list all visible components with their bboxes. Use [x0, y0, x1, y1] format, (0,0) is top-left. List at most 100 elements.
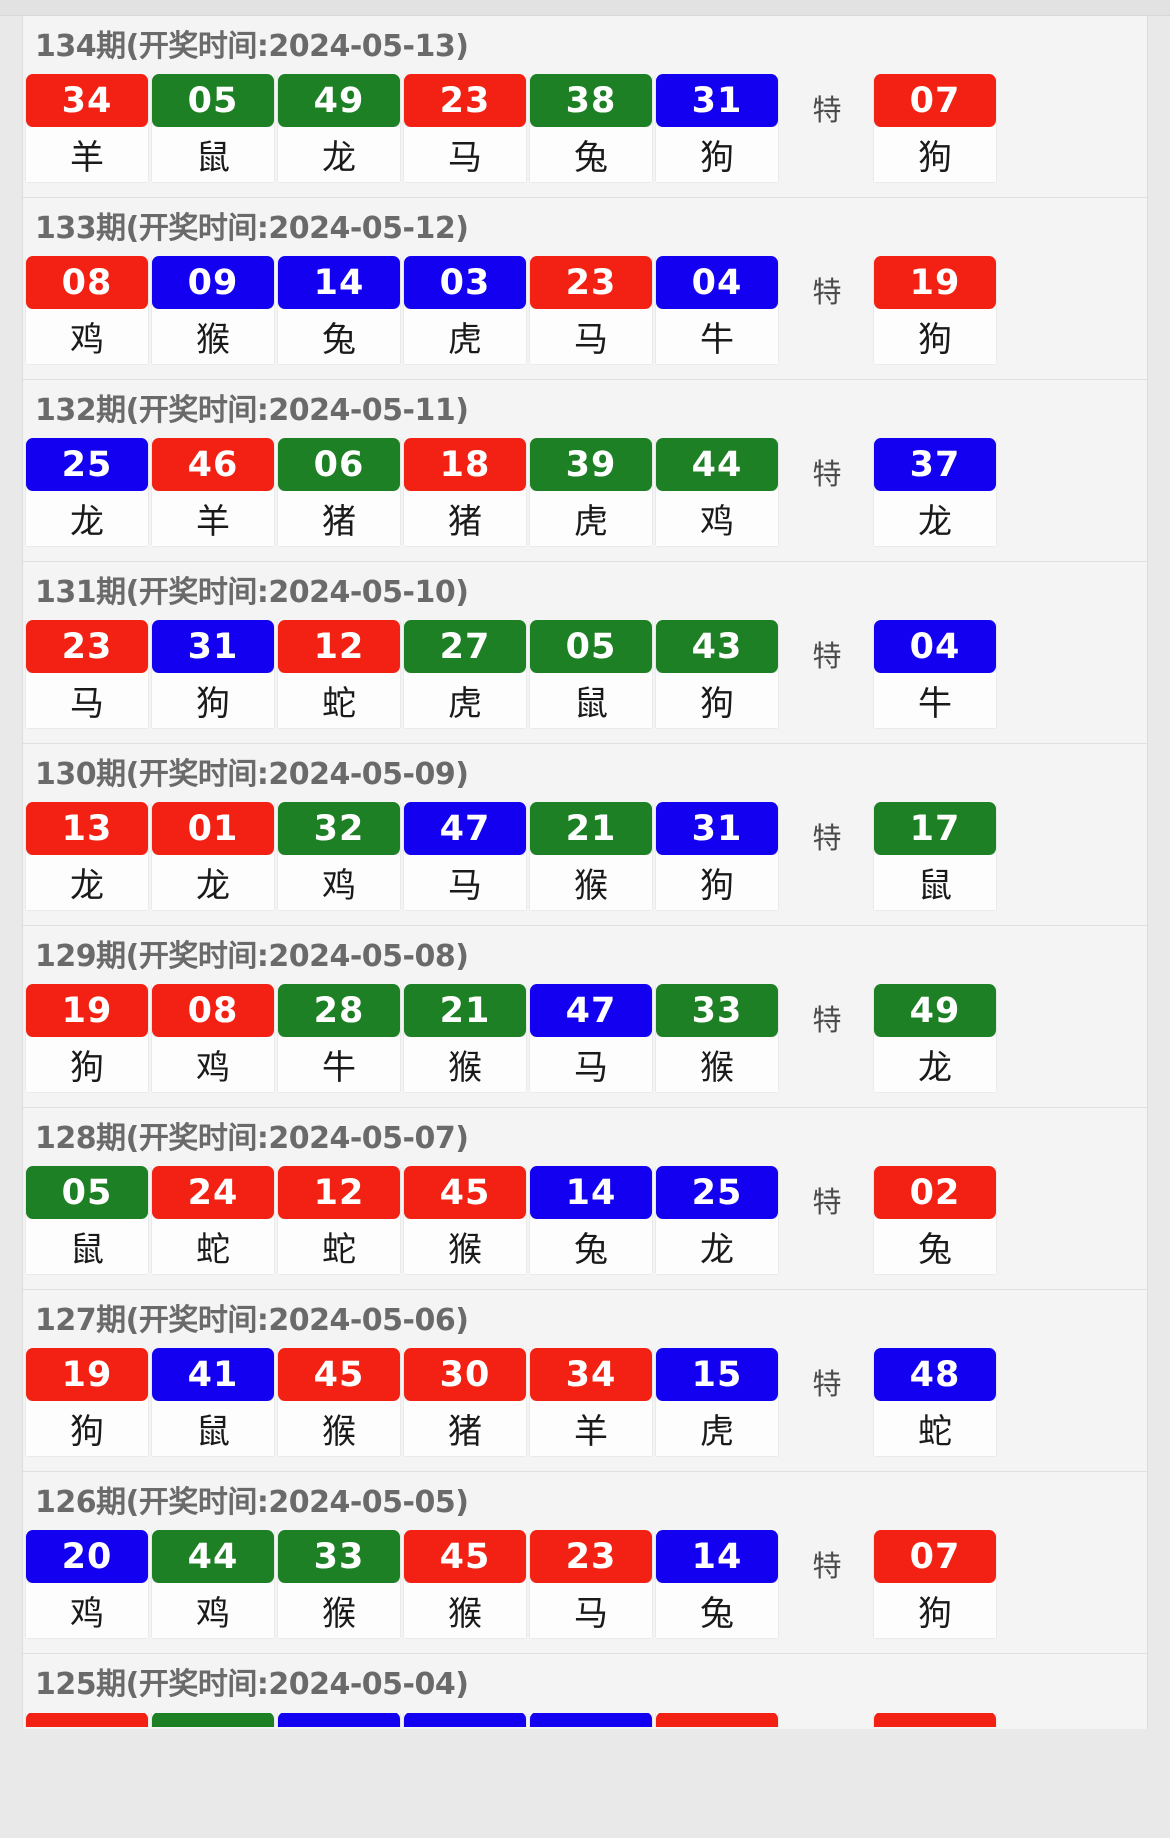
- ball-number: 27: [404, 620, 526, 673]
- normal-ball[interactable]: 23 马: [529, 1530, 653, 1639]
- normal-ball[interactable]: 38 兔: [529, 74, 653, 183]
- normal-ball[interactable]: 25 龙: [25, 438, 149, 547]
- normal-ball[interactable]: 23 马: [403, 74, 527, 183]
- draw-row[interactable]: 131期(开奖时间:2024-05-10) 23 马 31 狗 12 蛇 27 虎 05 鼠 43 狗特…: [23, 562, 1147, 744]
- normal-ball[interactable]: 05 鼠: [529, 620, 653, 729]
- normal-ball[interactable]: 41 鼠: [151, 1348, 275, 1457]
- normal-ball[interactable]: 13 龙: [25, 802, 149, 911]
- normal-ball[interactable]: 14 兔: [277, 256, 401, 365]
- normal-ball[interactable]: 47 马: [529, 984, 653, 1093]
- draw-period-title: 128期(开奖时间:2024-05-07): [35, 1121, 469, 1156]
- special-ball[interactable]: 04 牛: [873, 620, 997, 729]
- normal-ball[interactable]: 34 羊: [25, 74, 149, 183]
- special-ball[interactable]: 48 蛇: [873, 1348, 997, 1457]
- normal-ball[interactable]: 20 鸡: [25, 1530, 149, 1639]
- normal-ball[interactable]: 39 虎: [529, 438, 653, 547]
- normal-ball[interactable]: 27 虎: [403, 620, 527, 729]
- normal-ball[interactable]: 44 鸡: [151, 1530, 275, 1639]
- normal-ball[interactable]: 49 龙: [277, 74, 401, 183]
- normal-ball[interactable]: 33 猴: [277, 1530, 401, 1639]
- ball-zodiac: 鸡: [26, 1583, 148, 1638]
- special-ball[interactable]: 07 狗: [873, 74, 997, 183]
- normal-ball[interactable]: 46 羊: [151, 438, 275, 547]
- ball-zodiac: 狗: [152, 673, 274, 728]
- normal-ball[interactable]: 32 鸡: [277, 802, 401, 911]
- normal-ball[interactable]: 19 狗: [25, 984, 149, 1093]
- draw-row[interactable]: 126期(开奖时间:2024-05-05) 20 鸡 44 鸡 33 猴 45 猴 23 马 14 兔特…: [23, 1472, 1147, 1654]
- normal-ball[interactable]: 33 猴: [655, 984, 779, 1093]
- normal-ball[interactable]: 09 猴: [151, 256, 275, 365]
- normal-ball[interactable]: 47 马: [403, 802, 527, 911]
- normal-ball[interactable]: [403, 1713, 527, 1727]
- normal-ball[interactable]: 44 鸡: [655, 438, 779, 547]
- draw-row[interactable]: 130期(开奖时间:2024-05-09) 13 龙 01 龙 32 鸡 47 马 21 猴 31 狗特…: [23, 744, 1147, 926]
- special-ball[interactable]: 17 鼠: [873, 802, 997, 911]
- normal-ball[interactable]: 12 蛇: [277, 1166, 401, 1275]
- normal-ball[interactable]: 45 猴: [403, 1530, 527, 1639]
- ball-zodiac: 鼠: [26, 1219, 148, 1274]
- special-ball-zodiac: 狗: [874, 1583, 996, 1638]
- normal-ball[interactable]: [25, 1713, 149, 1727]
- normal-ball[interactable]: 15 虎: [655, 1348, 779, 1457]
- ball-number: 24: [152, 1166, 274, 1219]
- normal-ball[interactable]: 21 猴: [529, 802, 653, 911]
- ball-zodiac: 猴: [278, 1401, 400, 1456]
- normal-ball[interactable]: 45 猴: [403, 1166, 527, 1275]
- normal-ball[interactable]: 43 狗: [655, 620, 779, 729]
- normal-ball[interactable]: 24 蛇: [151, 1166, 275, 1275]
- ball-number: 45: [404, 1166, 526, 1219]
- normal-ball[interactable]: 04 牛: [655, 256, 779, 365]
- ball-number: 23: [404, 74, 526, 127]
- normal-ball[interactable]: [151, 1713, 275, 1727]
- special-ball[interactable]: 19 狗: [873, 256, 997, 365]
- normal-ball[interactable]: 08 鸡: [151, 984, 275, 1093]
- ball-number: 06: [278, 438, 400, 491]
- draw-row[interactable]: 127期(开奖时间:2024-05-06) 19 狗 41 鼠 45 猴 30 猪 34 羊 15 虎特…: [23, 1290, 1147, 1472]
- special-ball[interactable]: 07 狗: [873, 1530, 997, 1639]
- ball-zodiac: 猴: [530, 855, 652, 910]
- normal-ball[interactable]: 34 羊: [529, 1348, 653, 1457]
- special-ball-zodiac: 蛇: [874, 1401, 996, 1456]
- normal-ball[interactable]: [277, 1713, 401, 1727]
- special-ball[interactable]: 37 龙: [873, 438, 997, 547]
- normal-ball[interactable]: [655, 1713, 779, 1727]
- normal-ball[interactable]: 23 马: [25, 620, 149, 729]
- normal-ball[interactable]: 28 牛: [277, 984, 401, 1093]
- draw-row[interactable]: 132期(开奖时间:2024-05-11) 25 龙 46 羊 06 猪 18 猪 39 虎 44 鸡特…: [23, 380, 1147, 562]
- normal-ball[interactable]: 05 鼠: [25, 1166, 149, 1275]
- ball-zodiac: 兔: [656, 1583, 778, 1638]
- ball-number: 13: [26, 802, 148, 855]
- normal-ball[interactable]: 45 猴: [277, 1348, 401, 1457]
- ball-group: 05 鼠 24 蛇 12 蛇 45 猴 14 兔 25 龙特 02 兔: [23, 1166, 1147, 1275]
- normal-ball[interactable]: 18 猪: [403, 438, 527, 547]
- special-ball[interactable]: 02 兔: [873, 1166, 997, 1275]
- normal-ball[interactable]: 03 虎: [403, 256, 527, 365]
- special-ball[interactable]: [873, 1713, 997, 1727]
- draw-row[interactable]: 129期(开奖时间:2024-05-08) 19 狗 08 鸡 28 牛 21 猴 47 马 33 猴特…: [23, 926, 1147, 1108]
- draw-row[interactable]: 125期(开奖时间:2024-05-04) 特: [23, 1654, 1147, 1727]
- normal-ball[interactable]: 31 狗: [655, 74, 779, 183]
- ball-zodiac: 龙: [656, 1219, 778, 1274]
- normal-ball[interactable]: 25 龙: [655, 1166, 779, 1275]
- normal-ball[interactable]: 01 龙: [151, 802, 275, 911]
- normal-ball[interactable]: 14 兔: [655, 1530, 779, 1639]
- normal-ball[interactable]: 31 狗: [655, 802, 779, 911]
- normal-ball[interactable]: 08 鸡: [25, 256, 149, 365]
- normal-ball[interactable]: 21 猴: [403, 984, 527, 1093]
- normal-ball[interactable]: 30 猪: [403, 1348, 527, 1457]
- special-ball[interactable]: 49 龙: [873, 984, 997, 1093]
- normal-ball[interactable]: 31 狗: [151, 620, 275, 729]
- normal-ball[interactable]: 12 蛇: [277, 620, 401, 729]
- ball-zodiac: 蛇: [152, 1219, 274, 1274]
- normal-ball[interactable]: [529, 1713, 653, 1727]
- normal-ball[interactable]: 14 兔: [529, 1166, 653, 1275]
- normal-ball[interactable]: 06 猪: [277, 438, 401, 547]
- normal-ball[interactable]: 19 狗: [25, 1348, 149, 1457]
- special-ball-number: 04: [874, 620, 996, 673]
- normal-ball[interactable]: 05 鼠: [151, 74, 275, 183]
- draw-row[interactable]: 134期(开奖时间:2024-05-13) 34 羊 05 鼠 49 龙 23 马 38 兔 31 狗特…: [23, 16, 1147, 198]
- draw-row[interactable]: 133期(开奖时间:2024-05-12) 08 鸡 09 猴 14 兔 03 虎 23 马 04 牛特…: [23, 198, 1147, 380]
- special-separator-label: 特: [812, 1549, 842, 1583]
- draw-row[interactable]: 128期(开奖时间:2024-05-07) 05 鼠 24 蛇 12 蛇 45 猴 14 兔 25 龙特…: [23, 1108, 1147, 1290]
- normal-ball[interactable]: 23 马: [529, 256, 653, 365]
